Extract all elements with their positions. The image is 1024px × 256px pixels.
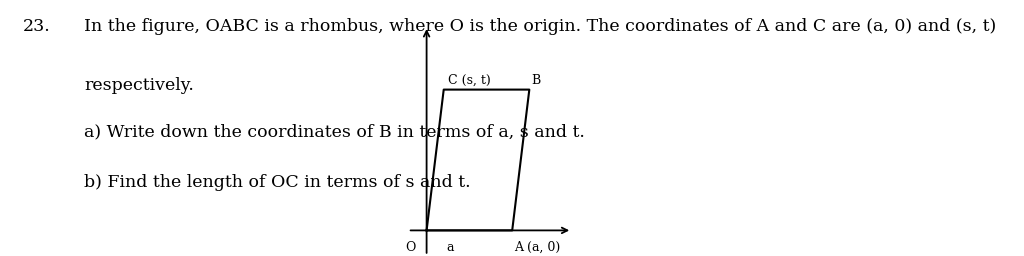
Text: B: B [531,74,541,87]
Text: a) Write down the coordinates of B in terms of a, s and t.: a) Write down the coordinates of B in te… [84,123,585,140]
Text: a: a [446,241,455,254]
Text: respectively.: respectively. [84,77,194,94]
Text: In the figure, OABC is a rhombus, where O is the origin. The coordinates of A an: In the figure, OABC is a rhombus, where … [84,18,996,35]
Text: A (a, 0): A (a, 0) [514,241,561,254]
Text: O: O [404,241,416,254]
Text: C (s, t): C (s, t) [449,74,490,87]
Text: 23.: 23. [23,18,50,35]
Text: b) Find the length of OC in terms of s and t.: b) Find the length of OC in terms of s a… [84,174,471,191]
